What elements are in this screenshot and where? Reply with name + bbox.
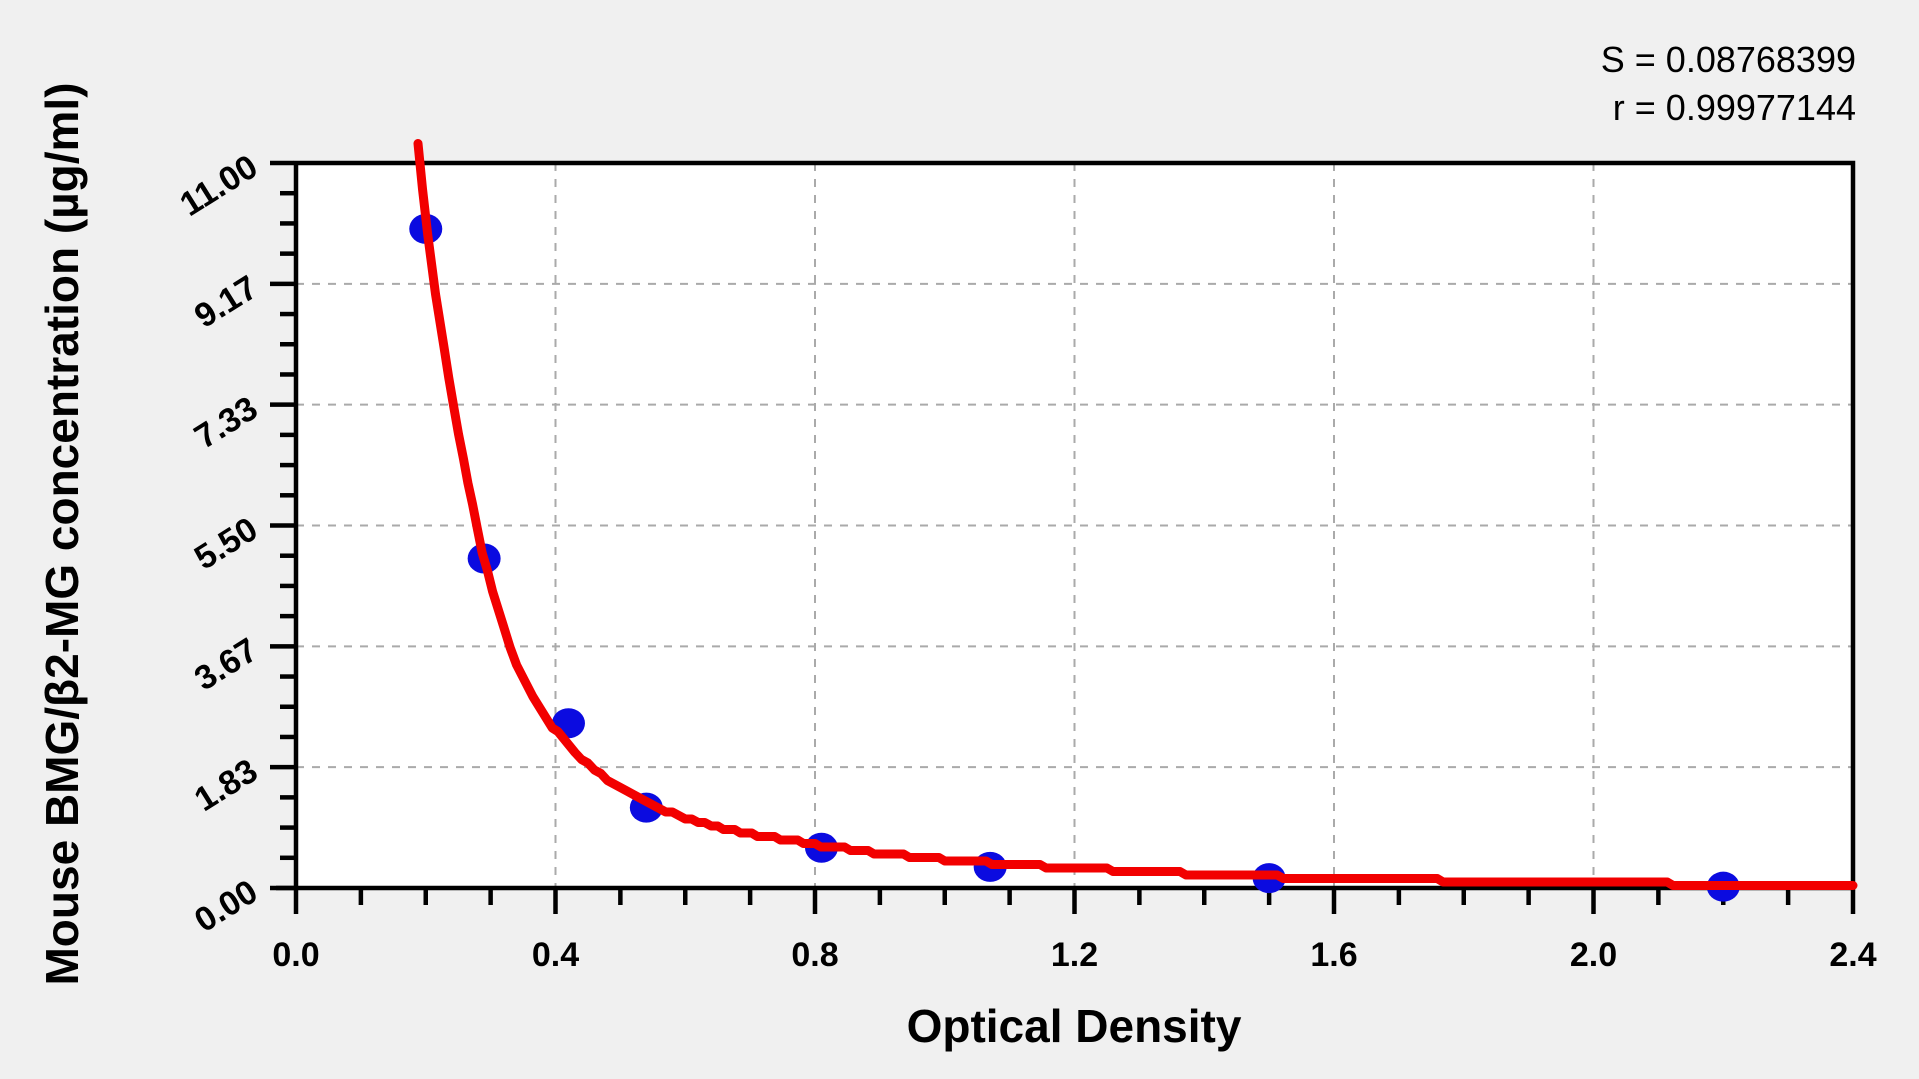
y-tick-label: 7.33 bbox=[188, 389, 264, 456]
y-axis-title: Mouse BMG/β2-MG concentration (µg/ml) bbox=[36, 82, 88, 985]
y-tick-label: 11.00 bbox=[174, 148, 265, 224]
stat-r-value: r = 0.99977144 bbox=[1613, 87, 1856, 128]
stat-s-value: S = 0.08768399 bbox=[1601, 39, 1856, 80]
y-tick-label: 3.67 bbox=[188, 631, 264, 698]
y-tick-label: 1.83 bbox=[188, 752, 264, 819]
y-tick-label: 9.17 bbox=[188, 268, 264, 335]
x-tick-label: 0.4 bbox=[532, 936, 579, 974]
standard-curve-line bbox=[413, 139, 1858, 890]
x-tick-label: 2.0 bbox=[1570, 936, 1617, 974]
axis-ticks bbox=[270, 160, 1856, 914]
x-tick-label: 0.8 bbox=[791, 936, 838, 974]
x-axis-title: Optical Density bbox=[907, 1000, 1242, 1052]
plot-border bbox=[293, 160, 1856, 891]
x-tick-label: 0.0 bbox=[272, 936, 319, 974]
x-tick-label: 1.2 bbox=[1051, 936, 1098, 974]
plot-area bbox=[296, 163, 1853, 888]
gridlines bbox=[296, 163, 1853, 888]
y-tick-label: 5.50 bbox=[188, 510, 264, 577]
x-tick-label: 2.4 bbox=[1829, 936, 1876, 974]
x-tick-label: 1.6 bbox=[1310, 936, 1357, 974]
y-tick-label: 0.00 bbox=[188, 873, 264, 940]
